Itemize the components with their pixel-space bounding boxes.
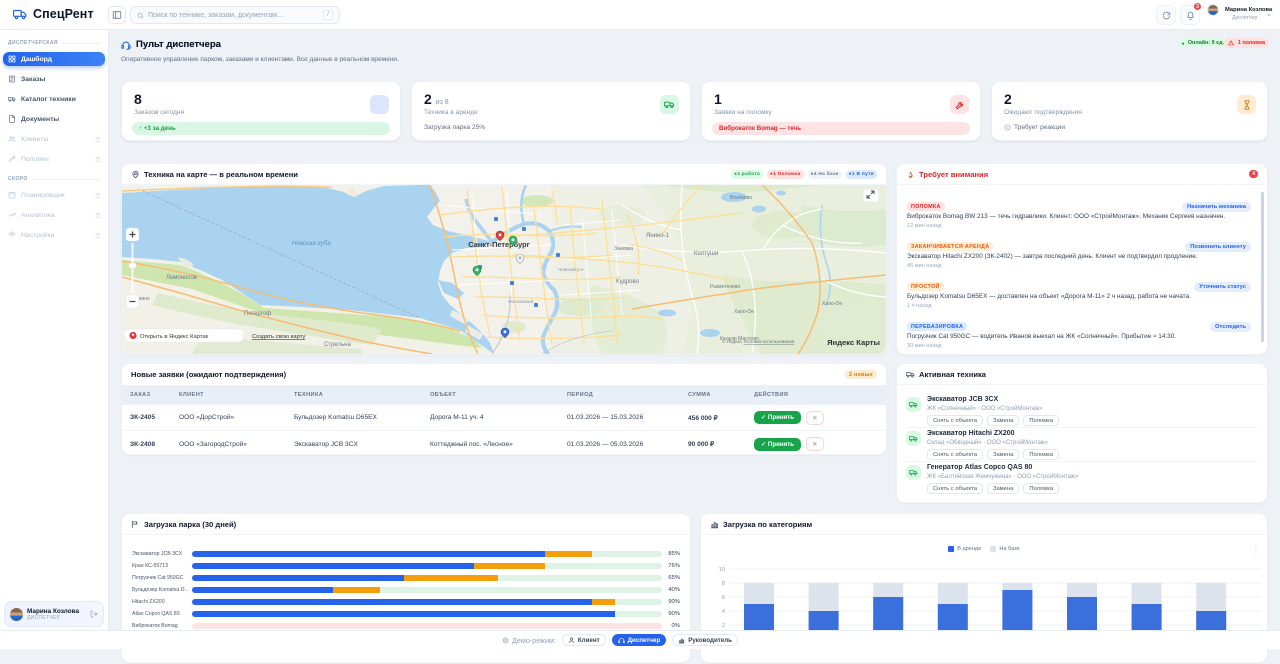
svg-text:Невская губа: Невская губа [292, 240, 331, 247]
svg-text:Московский: Московский [508, 298, 534, 304]
svg-text:10: 10 [719, 567, 725, 573]
svg-text:Янино-1: Янино-1 [646, 233, 670, 239]
svg-text:Разметелево: Разметелево [710, 284, 740, 290]
svg-text:6: 6 [722, 595, 725, 601]
svg-text:Петергоф: Петергоф [244, 311, 271, 317]
svg-text:8: 8 [722, 581, 725, 587]
svg-text:Яндекс Карты: Яндекс Карты [827, 338, 880, 347]
svg-text:4: 4 [722, 609, 725, 615]
svg-text:Открыть в Яндекс Картах: Открыть в Яндекс Картах [140, 334, 209, 340]
svg-text:Невский р-н: Невский р-н [558, 266, 584, 272]
svg-text:Воейково: Воейково [730, 194, 752, 201]
svg-text:Ломоносов: Ломоносов [166, 275, 197, 281]
svg-text:Санкт-Петербург: Санкт-Петербург [468, 240, 529, 249]
svg-text:Заневка: Заневка [614, 246, 633, 252]
svg-text:Кудрово: Кудрово [616, 279, 640, 285]
svg-text:Кальяр Маслово: Кальяр Маслово [720, 336, 759, 342]
svg-text:Сойкино: Сойкино [130, 295, 150, 302]
svg-text:Стрельна: Стрельна [324, 342, 351, 348]
svg-text:Хало-Ое: Хало-Ое [822, 301, 842, 307]
svg-text:Создать свою карту: Создать свою карту [252, 334, 305, 340]
svg-text:© Яндекс Условия использования: © Яндекс Условия использования [722, 338, 795, 344]
svg-text:Колтуши: Колтуши [694, 251, 718, 257]
svg-text:2: 2 [722, 623, 725, 629]
svg-text:Хапо-Ое: Хапо-Ое [734, 309, 754, 315]
